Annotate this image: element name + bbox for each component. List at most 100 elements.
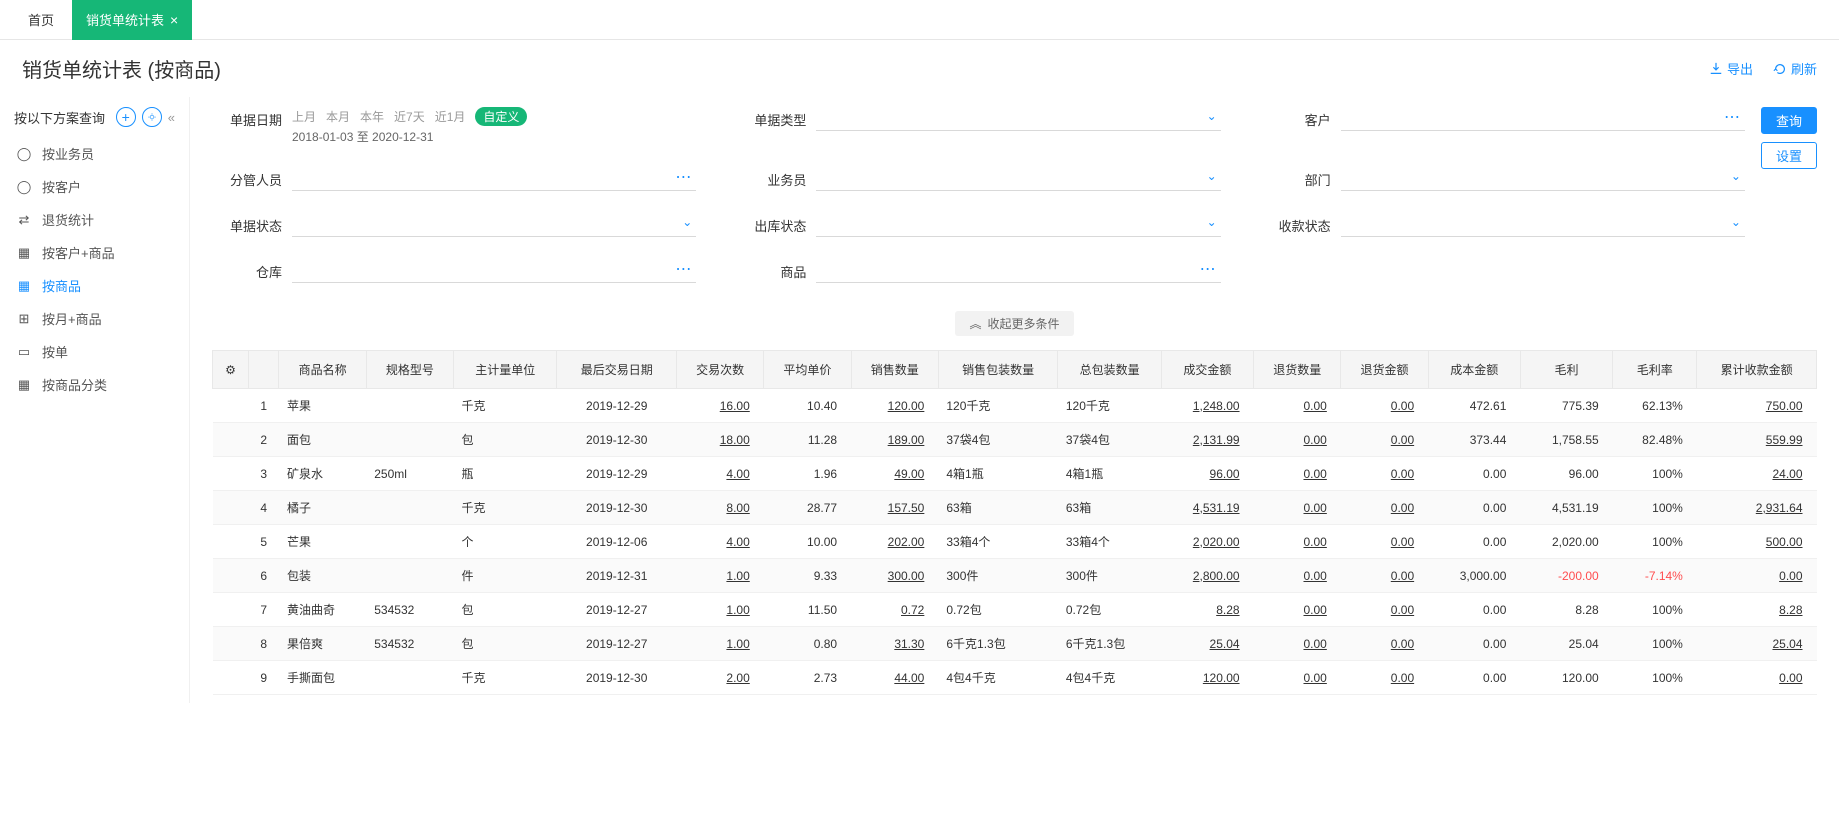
sidebar-item-icon: ◯ xyxy=(16,179,32,195)
filter-billtype-input[interactable]: ⌄ xyxy=(816,107,1220,131)
table-cell: 157.50 xyxy=(851,491,938,525)
filter-billstatus-input[interactable]: ⌄ xyxy=(292,213,696,237)
table-column-header[interactable]: 退货金额 xyxy=(1341,351,1428,389)
table-cell xyxy=(366,423,453,457)
table-row[interactable]: 2面包包2019-12-3018.0011.28189.0037袋4包37袋4包… xyxy=(213,423,1817,457)
date-link[interactable]: 本年 xyxy=(360,108,384,125)
table-row[interactable]: 1苹果千克2019-12-2916.0010.40120.00120千克120千… xyxy=(213,389,1817,423)
date-link[interactable]: 近7天 xyxy=(394,108,425,125)
table-cell: 10.40 xyxy=(764,389,851,423)
table-column-header[interactable]: 成交金额 xyxy=(1161,351,1253,389)
date-link[interactable]: 上月 xyxy=(292,108,316,125)
date-link[interactable]: 近1月 xyxy=(435,108,466,125)
table-cell: 472.61 xyxy=(1428,389,1520,423)
sidebar-item-5[interactable]: ⊞按月+商品 xyxy=(0,302,189,335)
sidebar-item-7[interactable]: ▦按商品分类 xyxy=(0,368,189,401)
sidebar-item-3[interactable]: ▦按客户+商品 xyxy=(0,236,189,269)
table-cell: 千克 xyxy=(454,389,557,423)
sidebar-item-6[interactable]: ▭按单 xyxy=(0,335,189,368)
table-cell: 0.00 xyxy=(1341,423,1428,457)
table-cell: 6 xyxy=(249,559,279,593)
filter-date-control[interactable]: 上月本月本年近7天近1月自定义 2018-01-03 至 2020-12-31 xyxy=(292,107,696,145)
table-cell: 202.00 xyxy=(851,525,938,559)
table-column-header[interactable]: 规格型号 xyxy=(366,351,453,389)
chevron-down-icon: ⌄ xyxy=(1207,215,1217,229)
table-cell: 300.00 xyxy=(851,559,938,593)
sidebar-item-label: 按单 xyxy=(42,342,68,361)
sidebar-item-4[interactable]: ▦按商品 xyxy=(0,269,189,302)
table-cell: 2.00 xyxy=(676,661,763,695)
filter-manager-input[interactable]: ⋯ xyxy=(292,167,696,191)
table-settings-icon[interactable]: ⚙ xyxy=(213,351,249,389)
collapse-label: 收起更多条件 xyxy=(988,315,1060,332)
table-column-header[interactable]: 成本金额 xyxy=(1428,351,1520,389)
filter-salesman-input[interactable]: ⌄ xyxy=(816,167,1220,191)
table-column-header[interactable]: 总包装数量 xyxy=(1058,351,1161,389)
table-cell xyxy=(213,389,249,423)
sidebar: 按以下方案查询 + « ◯按业务员◯按客户⇄退货统计▦按客户+商品▦按商品⊞按月… xyxy=(0,97,190,703)
table-cell xyxy=(213,593,249,627)
table-column-header[interactable]: 累计收款金额 xyxy=(1697,351,1817,389)
table-column-header[interactable]: 商品名称 xyxy=(279,351,366,389)
table-column-header[interactable]: 退货数量 xyxy=(1254,351,1341,389)
export-button[interactable]: 导出 xyxy=(1709,59,1753,78)
data-table: ⚙ 商品名称规格型号主计量单位最后交易日期交易次数平均单价销售数量销售包装数量总包… xyxy=(212,350,1817,695)
filter-billstatus-label: 单据状态 xyxy=(212,213,282,235)
add-scheme-button[interactable]: + xyxy=(116,107,136,127)
table-cell: 49.00 xyxy=(851,457,938,491)
filter-manager-label: 分管人员 xyxy=(212,167,282,189)
filter-paystatus-input[interactable]: ⌄ xyxy=(1341,213,1745,237)
table-column-header[interactable]: 销售数量 xyxy=(851,351,938,389)
settings-scheme-button[interactable] xyxy=(142,107,162,127)
table-row[interactable]: 6包装件2019-12-311.009.33300.00300件300件2,80… xyxy=(213,559,1817,593)
tab-active[interactable]: 销货单统计表 × xyxy=(72,0,192,40)
table-cell: 矿泉水 xyxy=(279,457,366,491)
table-cell: 25.04 xyxy=(1697,627,1817,661)
filters: 单据日期 上月本月本年近7天近1月自定义 2018-01-03 至 2020-1… xyxy=(190,97,1839,305)
table-column-header[interactable]: 毛利率 xyxy=(1613,351,1697,389)
settings-button[interactable]: 设置 xyxy=(1761,142,1817,169)
table-cell: 559.99 xyxy=(1697,423,1817,457)
sidebar-item-icon: ▦ xyxy=(16,245,32,261)
sidebar-item-0[interactable]: ◯按业务员 xyxy=(0,137,189,170)
filter-warehouse-input[interactable]: ⋯ xyxy=(292,259,696,283)
collapse-sidebar-icon[interactable]: « xyxy=(168,110,175,125)
date-link[interactable]: 本月 xyxy=(326,108,350,125)
filter-department-input[interactable]: ⌄ xyxy=(1341,167,1745,191)
filter-customer-input[interactable]: ⋯ xyxy=(1341,107,1745,131)
table-cell: 8.28 xyxy=(1697,593,1817,627)
sidebar-item-1[interactable]: ◯按客户 xyxy=(0,170,189,203)
table-row[interactable]: 4橘子千克2019-12-308.0028.77157.5063箱63箱4,53… xyxy=(213,491,1817,525)
table-cell: 4包4千克 xyxy=(938,661,1058,695)
table-cell: 63箱 xyxy=(1058,491,1161,525)
table-column-header[interactable]: 最后交易日期 xyxy=(557,351,677,389)
table-column-header[interactable]: 主计量单位 xyxy=(454,351,557,389)
table-row[interactable]: 5芒果个2019-12-064.0010.00202.0033箱4个33箱4个2… xyxy=(213,525,1817,559)
table-row[interactable]: 3矿泉水250ml瓶2019-12-294.001.9649.004箱1瓶4箱1… xyxy=(213,457,1817,491)
table-cell: 8.28 xyxy=(1520,593,1612,627)
filter-outstatus-input[interactable]: ⌄ xyxy=(816,213,1220,237)
table-column-header[interactable]: 交易次数 xyxy=(676,351,763,389)
table-cell: 包 xyxy=(454,423,557,457)
refresh-button[interactable]: 刷新 xyxy=(1773,59,1817,78)
filter-product-input[interactable]: ⋯ xyxy=(816,259,1220,283)
filter-paystatus-label: 收款状态 xyxy=(1261,213,1331,235)
table-cell: 120.00 xyxy=(851,389,938,423)
filter-date-label: 单据日期 xyxy=(212,107,282,129)
table-row[interactable]: 8果倍爽534532包2019-12-271.000.8031.306千克1.3… xyxy=(213,627,1817,661)
table-cell xyxy=(213,423,249,457)
tab-home[interactable]: 首页 xyxy=(14,0,68,40)
collapse-filters-button[interactable]: ︽ 收起更多条件 xyxy=(955,311,1073,336)
table-column-header[interactable]: 平均单价 xyxy=(764,351,851,389)
table-column-header[interactable]: 毛利 xyxy=(1520,351,1612,389)
date-custom-badge[interactable]: 自定义 xyxy=(475,107,527,126)
table-cell: 2019-12-27 xyxy=(557,593,677,627)
page-title: 销货单统计表 (按商品) xyxy=(22,54,221,83)
table-row[interactable]: 7黄油曲奇534532包2019-12-271.0011.500.720.72包… xyxy=(213,593,1817,627)
table-row[interactable]: 9手撕面包千克2019-12-302.002.7344.004包4千克4包4千克… xyxy=(213,661,1817,695)
sidebar-item-2[interactable]: ⇄退货统计 xyxy=(0,203,189,236)
table-column-header[interactable]: 销售包装数量 xyxy=(938,351,1058,389)
table-cell: 300件 xyxy=(1058,559,1161,593)
close-icon[interactable]: × xyxy=(170,12,178,28)
query-button[interactable]: 查询 xyxy=(1761,107,1817,134)
